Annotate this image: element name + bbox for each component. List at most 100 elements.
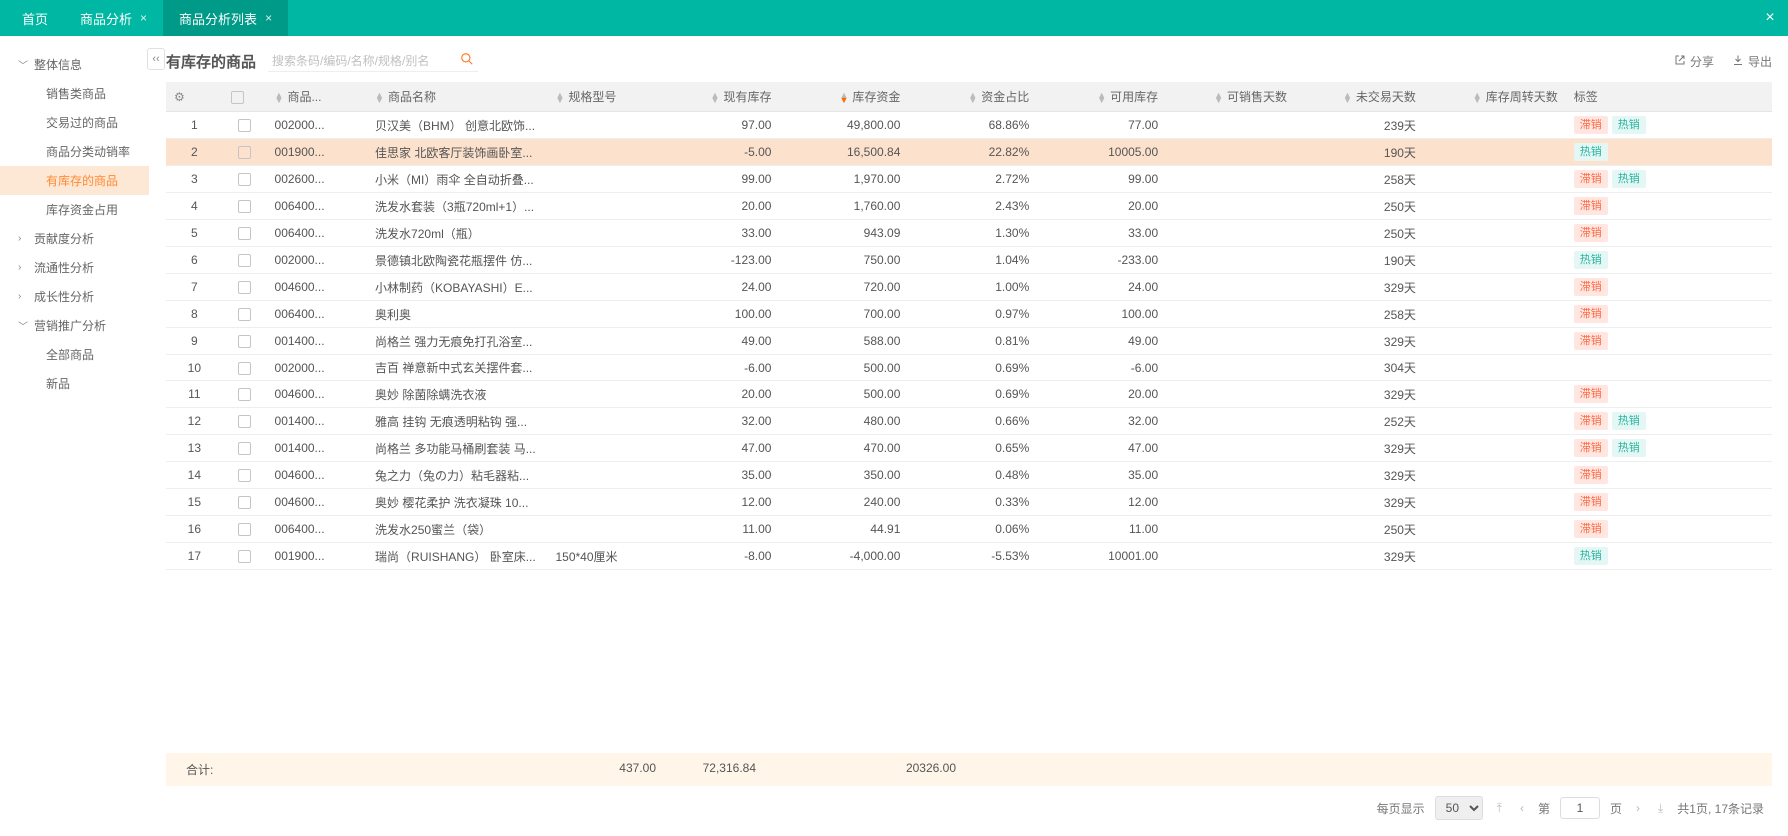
pager-prev-icon[interactable]: ‹ (1516, 801, 1528, 815)
export-button[interactable]: 导出 (1732, 53, 1772, 70)
nav-group-4[interactable]: ﹀营销推广分析 (0, 311, 149, 340)
table-row[interactable]: 4006400...洗发水套装（3瓶720ml+1）...20.001,760.… (166, 193, 1772, 220)
table-row[interactable]: 12001400...雅高 挂钩 无痕透明粘钩 强...32.00480.000… (166, 408, 1772, 435)
table-row[interactable]: 1002000...贝汉美（BHM） 创意北欧饰...97.0049,800.0… (166, 112, 1772, 139)
cell-spec (547, 355, 650, 381)
close-icon[interactable]: × (265, 11, 272, 25)
col-header-notrade[interactable]: ▲▼未交易天数 (1295, 82, 1424, 112)
row-index: 12 (166, 408, 223, 435)
tab-1[interactable]: 商品分析列表× (163, 0, 288, 36)
row-checkbox[interactable] (238, 173, 251, 186)
per-page-select[interactable]: 50 (1435, 796, 1483, 820)
cell-pct: 0.97% (908, 301, 1037, 328)
table-row[interactable]: 7004600...小林制药（KOBAYASHI）E...24.00720.00… (166, 274, 1772, 301)
row-checkbox[interactable] (238, 550, 251, 563)
table-row[interactable]: 2001900...佳思家 北欧客厅装饰画卧室...-5.0016,500.84… (166, 139, 1772, 166)
row-checkbox[interactable] (238, 469, 251, 482)
pager-last-icon[interactable]: ⤓ (1654, 801, 1667, 816)
nav-group-0[interactable]: ﹀整体信息 (0, 50, 149, 79)
row-checkbox[interactable] (238, 388, 251, 401)
table-row[interactable]: 8006400...奥利奥100.00700.000.97%100.00258天… (166, 301, 1772, 328)
row-index: 4 (166, 193, 223, 220)
chevron-left-icon: ‹‹ (152, 53, 159, 65)
cell-turns (1424, 274, 1566, 301)
table-row[interactable]: 6002000...景德镇北欧陶瓷花瓶摆件 仿...-123.00750.001… (166, 247, 1772, 274)
tab-0[interactable]: 商品分析× (64, 0, 163, 36)
cell-notrade: 190天 (1295, 139, 1424, 166)
row-checkbox[interactable] (238, 146, 251, 159)
cell-stock: -123.00 (651, 247, 780, 274)
table-row[interactable]: 15004600...奥妙 樱花柔护 洗衣凝珠 10...12.00240.00… (166, 489, 1772, 516)
cell-pct: 0.69% (908, 355, 1037, 381)
nav-item-0-2[interactable]: 商品分类动销率 (0, 137, 149, 166)
cell-pct: -5.53% (908, 543, 1037, 570)
row-checkbox[interactable] (238, 119, 251, 132)
cell-funds: 1,760.00 (779, 193, 908, 220)
table-row[interactable]: 11004600...奥妙 除菌除螨洗衣液20.00500.000.69%20.… (166, 381, 1772, 408)
search-input[interactable] (272, 54, 452, 68)
table-row[interactable]: 14004600...兔之力（兔の力）粘毛器粘...35.00350.000.4… (166, 462, 1772, 489)
share-button[interactable]: 分享 (1674, 53, 1714, 70)
row-checkbox[interactable] (238, 281, 251, 294)
row-checkbox[interactable] (238, 308, 251, 321)
table-row[interactable]: 5006400...洗发水720ml（瓶）33.00943.091.30%33.… (166, 220, 1772, 247)
cell-spec (547, 408, 650, 435)
cell-notrade: 250天 (1295, 193, 1424, 220)
pager-page-input[interactable] (1560, 797, 1600, 819)
gear-icon[interactable]: ⚙ (174, 90, 185, 104)
row-checkbox[interactable] (238, 496, 251, 509)
tab-home[interactable]: 首页 (0, 0, 64, 36)
sidebar-collapse-button[interactable]: ‹‹ (147, 48, 165, 70)
row-checkbox[interactable] (238, 415, 251, 428)
nav-item-0-3[interactable]: 有库存的商品 (0, 166, 149, 195)
nav-group-1[interactable]: ›贡献度分析 (0, 224, 149, 253)
nav-item-0-1[interactable]: 交易过的商品 (0, 108, 149, 137)
col-header-salesd[interactable]: ▲▼可销售天数 (1166, 82, 1295, 112)
cell-funds: 1,970.00 (779, 166, 908, 193)
row-checkbox[interactable] (238, 523, 251, 536)
col-header-name[interactable]: ▲▼商品名称 (367, 82, 547, 112)
nav-item-4-1[interactable]: 新品 (0, 369, 149, 398)
select-all-checkbox[interactable] (231, 91, 244, 104)
cell-turns (1424, 193, 1566, 220)
row-checkbox[interactable] (238, 200, 251, 213)
cell-name: 小林制药（KOBAYASHI）E... (367, 274, 547, 301)
nav-group-2[interactable]: ›流通性分析 (0, 253, 149, 282)
col-header-code[interactable]: ▲▼商品... (267, 82, 368, 112)
col-header-avail[interactable]: ▲▼可用库存 (1037, 82, 1166, 112)
row-checkbox[interactable] (238, 254, 251, 267)
table-row[interactable]: 17001900...瑞尚（RUISHANG） 卧室床...150*40厘米-8… (166, 543, 1772, 570)
cell-name: 瑞尚（RUISHANG） 卧室床... (367, 543, 547, 570)
pager-first-icon[interactable]: ⤒ (1493, 801, 1506, 816)
cell-stock: 33.00 (651, 220, 780, 247)
stag-tag: 滞销 (1574, 412, 1608, 430)
row-checkbox[interactable] (238, 227, 251, 240)
tab-bar-close-icon[interactable]: × (1752, 0, 1788, 36)
cell-avail: 10001.00 (1037, 543, 1166, 570)
close-icon[interactable]: × (140, 11, 147, 25)
table-row[interactable]: 10002000...吉百 禅意新中式玄关摆件套...-6.00500.000.… (166, 355, 1772, 381)
cell-notrade: 252天 (1295, 408, 1424, 435)
nav-group-3[interactable]: ›成长性分析 (0, 282, 149, 311)
col-header-pct[interactable]: ▲▼资金占比 (908, 82, 1037, 112)
col-header-funds[interactable]: ▲▼库存资金 (779, 82, 908, 112)
pager-next-icon[interactable]: › (1632, 801, 1644, 815)
stag-tag: 滞销 (1574, 197, 1608, 215)
col-header-spec[interactable]: ▲▼规格型号 (547, 82, 650, 112)
cell-tags: 滞销 (1566, 274, 1772, 301)
row-checkbox[interactable] (238, 442, 251, 455)
col-header-stock[interactable]: ▲▼现有库存 (651, 82, 780, 112)
col-header-turns[interactable]: ▲▼库存周转天数 (1424, 82, 1566, 112)
row-checkbox[interactable] (238, 362, 251, 375)
table-row[interactable]: 9001400...尚格兰 强力无痕免打孔浴室...49.00588.000.8… (166, 328, 1772, 355)
table-row[interactable]: 13001400...尚格兰 多功能马桶刷套装 马...47.00470.000… (166, 435, 1772, 462)
cell-code: 001900... (267, 543, 368, 570)
row-checkbox[interactable] (238, 335, 251, 348)
table-row[interactable]: 3002600...小米（MI）雨伞 全自动折叠...99.001,970.00… (166, 166, 1772, 193)
nav-item-0-0[interactable]: 销售类商品 (0, 79, 149, 108)
cell-notrade: 304天 (1295, 355, 1424, 381)
nav-item-0-4[interactable]: 库存资金占用 (0, 195, 149, 224)
table-row[interactable]: 16006400...洗发水250蜜兰（袋）11.0044.910.06%11.… (166, 516, 1772, 543)
nav-item-4-0[interactable]: 全部商品 (0, 340, 149, 369)
search-icon[interactable] (460, 52, 474, 69)
